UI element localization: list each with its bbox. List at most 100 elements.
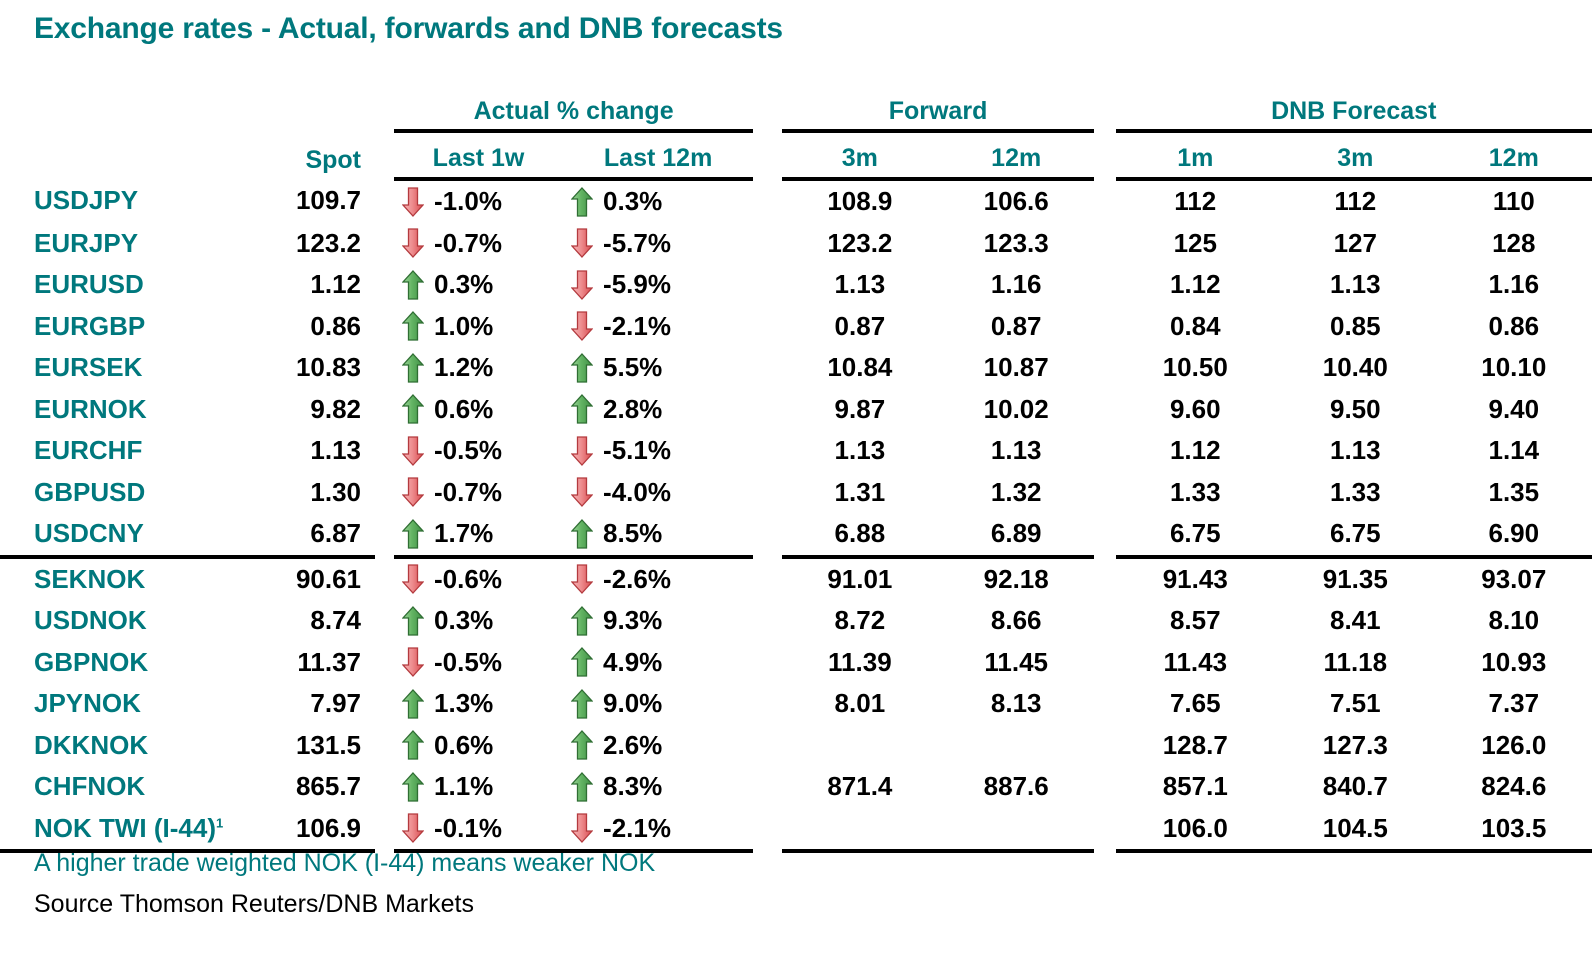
last-1w-value: -0.7% [434, 476, 502, 507]
currency-pair-label: EURCHF [34, 435, 143, 466]
dnb-3m-value: 1.33 [1329, 476, 1381, 507]
last-1w-cell: 1.0% [394, 306, 563, 348]
last-1w-cell: 1.1% [394, 766, 563, 808]
table-head: Actual % change Forward DNB Forecast Spo… [0, 88, 1592, 181]
arrow-up-icon [402, 688, 425, 719]
last-1w-cell: 1.2% [394, 347, 563, 389]
column-header-pair [0, 131, 217, 179]
arrow-down-icon [571, 228, 594, 259]
spot-value: 0.86 [310, 310, 362, 341]
last-1w-change: 0.6% [394, 730, 563, 761]
last-1w-cell: 0.3% [394, 600, 563, 642]
forward-12m-value: 10.87 [983, 352, 1049, 383]
column-header-forward-12m: 12m [938, 131, 1095, 181]
last-1w-cell: 0.6% [394, 389, 563, 431]
last-12m-change: 2.8% [563, 394, 753, 425]
forward-3m-value: 871.4 [827, 771, 893, 802]
dnb-3m-value: 0.85 [1329, 310, 1381, 341]
last-12m-cell: 9.3% [563, 600, 753, 642]
gap-a [375, 725, 394, 767]
sub-gap-a [375, 131, 394, 179]
dnb-1m-value: 128.7 [1162, 729, 1228, 760]
gap-c [1094, 179, 1115, 223]
last-1w-value: 0.6% [434, 393, 494, 424]
last-12m-value: 4.9% [603, 646, 663, 677]
dnb-12m-value: 1.16 [1488, 269, 1540, 300]
column-header-forward-3m: 3m [781, 131, 939, 181]
gap-a [375, 472, 394, 514]
arrow-down-icon [571, 270, 594, 300]
table-row: EURSEK 10.83 1.2% 5.5% 10.84 10.87 10.50 10.40 1… [0, 347, 1592, 389]
spot-value: 109.7 [295, 185, 362, 216]
gap-a [375, 223, 394, 265]
column-header-spot: Spot [305, 146, 362, 174]
last-12m-cell: 2.6% [563, 725, 753, 767]
dnb-1m-value: 91.43 [1115, 554, 1276, 600]
table-row: USDJPY 109.7 -1.0% 0.3% 108.9 106.6 112 112 110 [0, 179, 1592, 223]
forward-3m-value: 1.13 [834, 269, 886, 300]
forward-3m-value: 1.31 [834, 476, 886, 507]
last-1w-change: 0.3% [394, 269, 563, 300]
arrow-up-icon [571, 771, 594, 802]
table-body: USDJPY 109.7 -1.0% 0.3% 108.9 106.6 112 112 110 E… [0, 179, 1592, 853]
last-12m-value: 2.6% [603, 729, 663, 760]
footnote-source: Source Thomson Reuters/DNB Markets [34, 890, 474, 918]
gap-c [1094, 557, 1115, 601]
last-12m-change: -2.1% [563, 813, 753, 844]
last-12m-change: 9.3% [563, 605, 753, 636]
last-12m-value: 9.3% [603, 605, 663, 636]
last-1w-cell: -0.7% [394, 472, 563, 514]
last-1w-change: -0.5% [394, 647, 563, 678]
currency-pair-label: USDJPY [34, 185, 139, 216]
arrow-up-icon [402, 518, 425, 549]
dnb-3m-value: 8.41 [1329, 605, 1381, 636]
spot-value: 1.13 [310, 435, 362, 466]
dnb-3m-value: 7.51 [1329, 688, 1381, 719]
dnb-1m-value: 112 [1174, 186, 1217, 217]
arrow-down-icon [402, 436, 425, 466]
arrow-down-icon [402, 647, 425, 678]
dnb-1m-value: 0.84 [1169, 310, 1221, 341]
dnb-1m-value: 1.33 [1169, 476, 1221, 507]
gap-a [375, 264, 394, 306]
last-12m-value: -2.1% [603, 812, 671, 843]
exchange-rates-table: Actual % change Forward DNB Forecast Spo… [0, 88, 1592, 853]
gap-b [753, 179, 782, 223]
last-12m-change: 9.0% [563, 688, 753, 719]
arrow-up-icon [402, 605, 425, 636]
currency-pair-label: USDCNY [34, 518, 144, 549]
forward-12m-value: 10.02 [983, 393, 1049, 424]
group-gap-c [1094, 88, 1115, 131]
table-row: EURUSD 1.12 0.3% -5.9% 1.13 1.16 1.12 1.13 1.16 [0, 264, 1592, 306]
forward-3m-value: 9.87 [834, 393, 886, 424]
last-1w-value: -0.6% [434, 563, 502, 594]
currency-pair-label: GBPNOK [34, 646, 149, 677]
gap-b [753, 347, 782, 389]
last-1w-value: 1.1% [434, 771, 494, 802]
last-12m-value: -5.7% [603, 227, 671, 258]
last-12m-value: -2.6% [603, 563, 671, 594]
arrow-up-icon [402, 730, 425, 760]
group-header-row: Actual % change Forward DNB Forecast [0, 88, 1592, 133]
dnb-3m-value: 10.40 [1322, 352, 1388, 383]
gap-b [753, 600, 782, 642]
gap-c [1094, 600, 1115, 642]
table-row: SEKNOK 90.61 -0.6% -2.6% 91.01 92.18 91.43 91.3… [0, 554, 1592, 601]
currency-pair-label: EURGBP [34, 310, 146, 341]
forward-12m-value [938, 807, 1095, 853]
currency-pair-label: NOK TWI (I-44)1 [0, 807, 223, 853]
gap-c [1094, 513, 1115, 557]
last-12m-change: -5.1% [563, 435, 753, 466]
forward-3m-value: 0.87 [834, 310, 886, 341]
last-1w-change: -0.6% [394, 564, 563, 595]
dnb-12m-value: 110 [1492, 186, 1535, 217]
last-12m-change: 5.5% [563, 352, 753, 383]
forward-3m-value [781, 807, 939, 853]
forward-12m-value [938, 725, 1094, 767]
dnb-3m-value: 91.35 [1275, 554, 1436, 600]
dnb-12m-value: 824.6 [1481, 771, 1547, 802]
gap-b [753, 472, 782, 514]
last-12m-cell: -2.1% [563, 807, 754, 853]
last-1w-value: 1.0% [434, 310, 494, 341]
last-12m-value: -5.1% [603, 435, 671, 466]
